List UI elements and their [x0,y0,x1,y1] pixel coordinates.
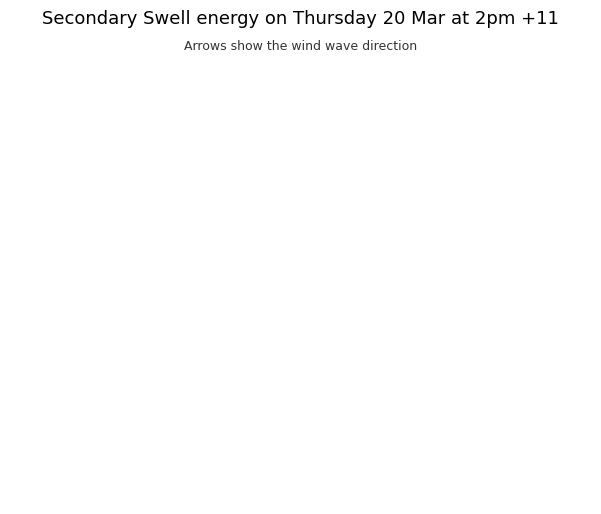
Text: Arrows show the wind wave direction: Arrows show the wind wave direction [184,40,417,52]
Text: Secondary Swell energy on Thursday 20 Mar at 2pm +11: Secondary Swell energy on Thursday 20 Ma… [42,10,559,28]
